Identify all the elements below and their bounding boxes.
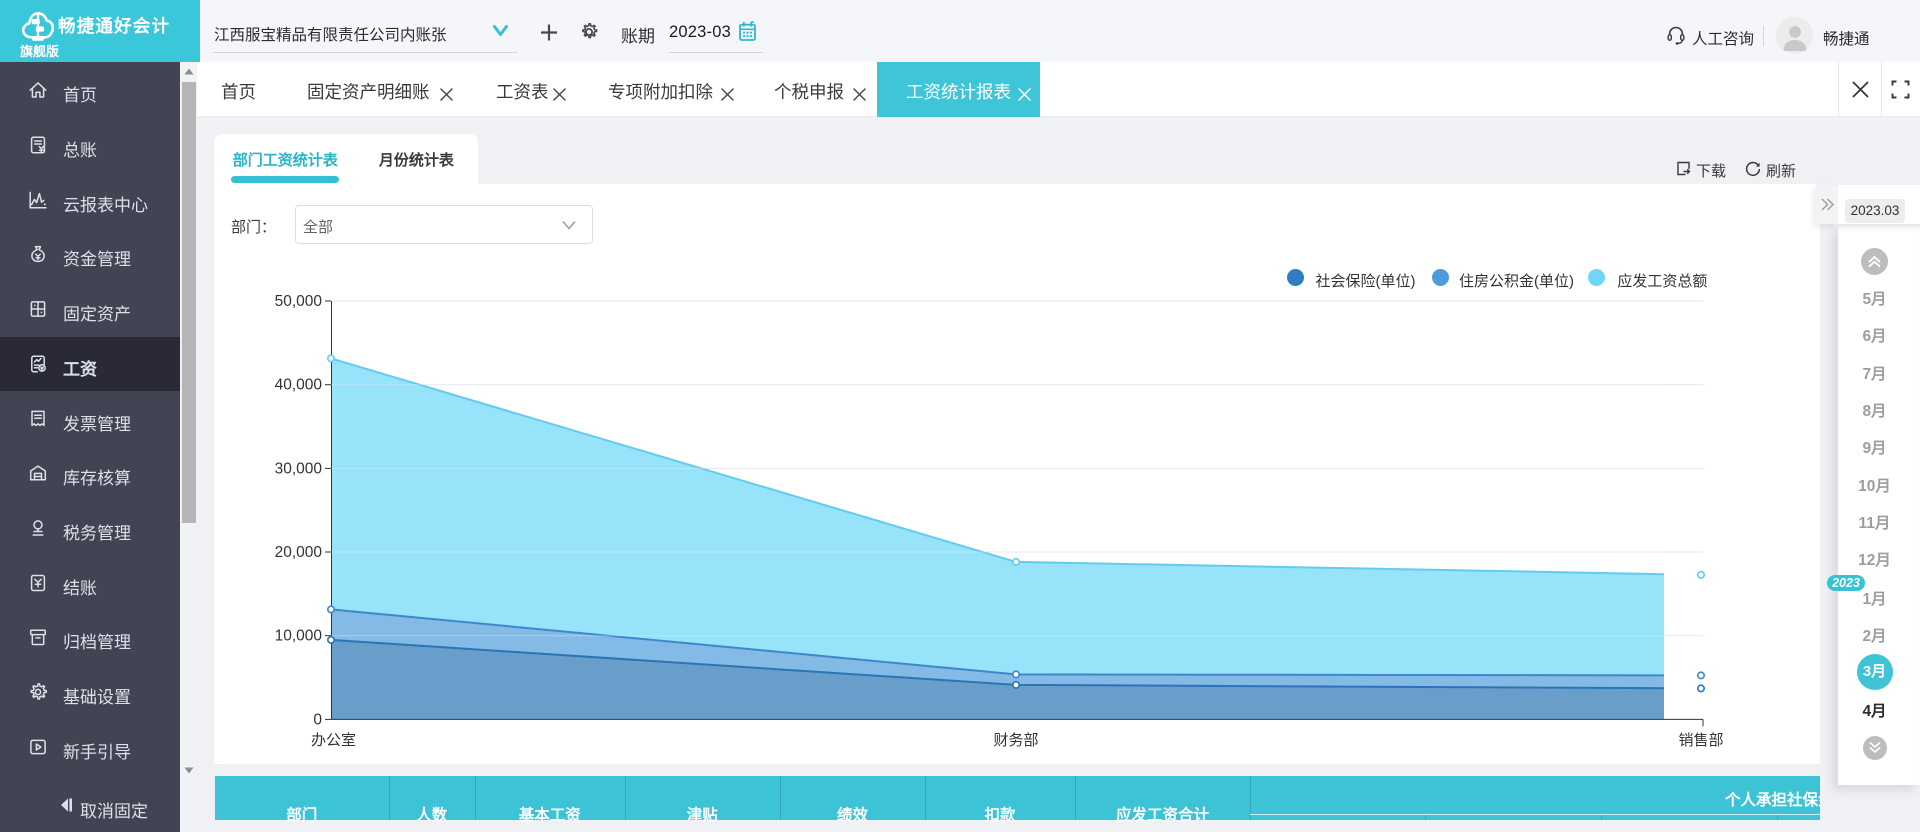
- svg-text:40,000: 40,000: [275, 376, 323, 393]
- svg-text:10,000: 10,000: [275, 627, 323, 644]
- svg-text:50,000: 50,000: [275, 293, 323, 310]
- svg-text:30,000: 30,000: [275, 460, 323, 477]
- svg-text:财务部: 财务部: [993, 731, 1038, 748]
- svg-text:销售部: 销售部: [1678, 731, 1723, 748]
- svg-text:办公室: 办公室: [311, 731, 356, 748]
- svg-text:0: 0: [313, 711, 322, 728]
- svg-text:20,000: 20,000: [275, 544, 323, 561]
